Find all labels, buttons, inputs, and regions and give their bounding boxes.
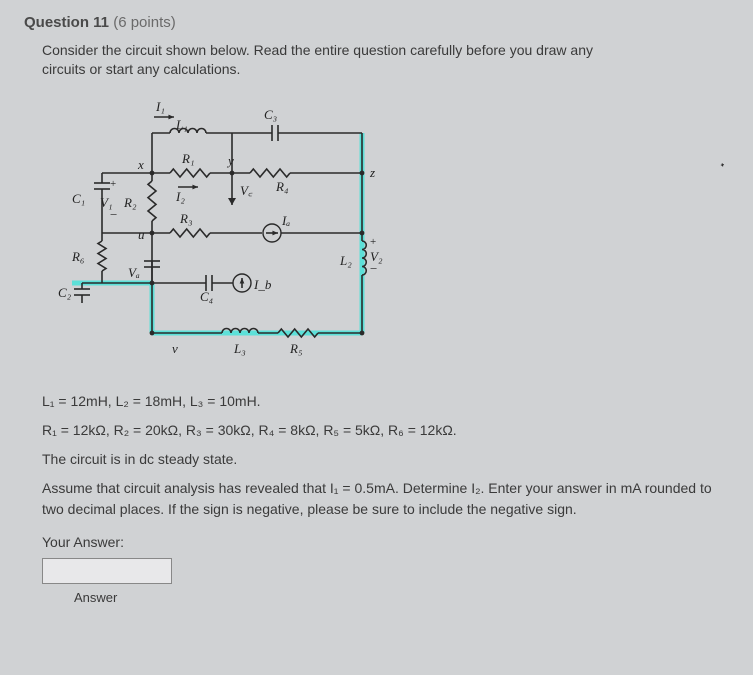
svg-text:R₁: R₁	[181, 151, 194, 166]
svg-text:I₁: I₁	[155, 99, 165, 114]
svg-text:y: y	[226, 153, 234, 168]
title-text: Question 11	[24, 14, 109, 31]
svg-text:V₁: V₁	[100, 195, 112, 210]
svg-text:L₂: L₂	[339, 253, 352, 268]
svg-text:L₁: L₁	[175, 117, 188, 132]
svg-text:z: z	[369, 165, 375, 180]
svg-text:Iₐ: Iₐ	[281, 213, 290, 228]
svg-text:Vₐ: Vₐ	[128, 265, 140, 280]
svg-text:+: +	[110, 178, 116, 190]
svg-text:I_b: I_b	[253, 277, 272, 292]
circuit-diagram: I₁L₁C₃xR₁yR₄zI₂V꜀+−C₁V₁R₂uR₆C₂R₃IₐC₄VₐI_…	[42, 93, 729, 373]
your-answer-label: Your Answer:	[42, 534, 729, 550]
svg-text:C₂: C₂	[58, 285, 72, 300]
svg-text:u: u	[138, 227, 145, 242]
inductor-values: L₁ = 12mH, L₂ = 18mH, L₃ = 10mH.	[42, 391, 729, 412]
resistor-values: R₁ = 12kΩ, R₂ = 20kΩ, R₃ = 30kΩ, R₄ = 8k…	[42, 420, 729, 441]
svg-text:C₄: C₄	[200, 289, 214, 304]
svg-text:R₅: R₅	[289, 341, 302, 356]
svg-text:V꜀: V꜀	[240, 183, 253, 198]
instruction: Assume that circuit analysis has reveale…	[42, 478, 729, 520]
svg-text:x: x	[137, 157, 144, 172]
steady-state: The circuit is in dc steady state.	[42, 449, 729, 470]
svg-text:L₃: L₃	[233, 341, 246, 356]
svg-text:R₂: R₂	[123, 195, 137, 210]
answer-unit-label: Answer	[74, 590, 729, 605]
svg-text:C₃: C₃	[264, 107, 277, 122]
svg-text:C₁: C₁	[72, 191, 85, 206]
question-title: Question 11 (6 points)	[24, 14, 729, 31]
points-text: (6 points)	[113, 14, 176, 31]
svg-text:R₆: R₆	[71, 249, 84, 264]
svg-text:+: +	[370, 236, 376, 248]
prompt-text: Consider the circuit shown below. Read t…	[42, 41, 602, 79]
svg-text:R₃: R₃	[179, 211, 192, 226]
answer-input[interactable]	[42, 558, 172, 584]
parameters: L₁ = 12mH, L₂ = 18mH, L₃ = 10mH. R₁ = 12…	[42, 391, 729, 520]
svg-text:R₄: R₄	[275, 179, 289, 194]
svg-text:I₂: I₂	[175, 189, 185, 204]
svg-text:v: v	[172, 341, 178, 356]
svg-text:V₂: V₂	[370, 249, 383, 264]
